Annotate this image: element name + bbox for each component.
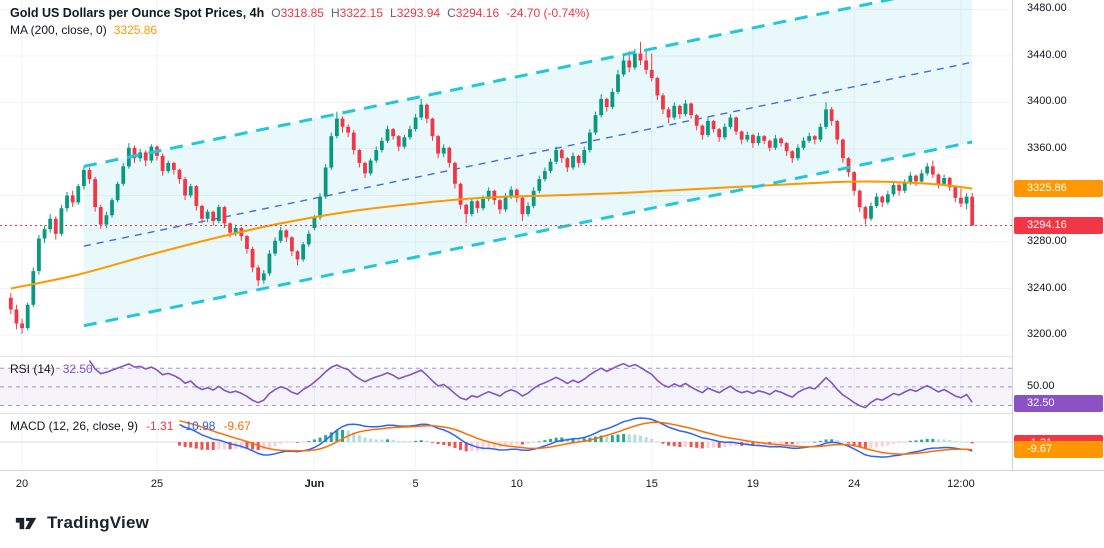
time-axis-label: 5 bbox=[412, 478, 419, 490]
price-axis-label: 3440.00 bbox=[1027, 48, 1067, 61]
time-axis-label: 20 bbox=[15, 478, 29, 490]
rsi-pane[interactable]: RSI (14) 32.50 bbox=[0, 357, 1012, 413]
ohlc-open: O3318.85 bbox=[271, 6, 324, 20]
price-axis-label: 3200.00 bbox=[1027, 328, 1067, 341]
time-axis-label: 10 bbox=[510, 478, 523, 490]
macd-signal-value: -9.67 bbox=[223, 419, 251, 433]
time-axis-label: 25 bbox=[150, 478, 164, 490]
time-axis-label: Jun bbox=[304, 478, 325, 490]
time-axis-label: 19 bbox=[746, 478, 760, 490]
price-axis-label: 3280.00 bbox=[1027, 234, 1067, 247]
ma-price-badge: 3325.86 bbox=[1014, 180, 1103, 198]
rsi-legend[interactable]: RSI (14) 32.50 bbox=[10, 362, 93, 376]
ma-legend-value: 3325.86 bbox=[113, 23, 158, 37]
ma-legend-label: MA (200, close, 0) bbox=[10, 23, 107, 37]
symbol-legend-row[interactable]: Gold US Dollars per Ounce Spot Prices, 4… bbox=[10, 6, 590, 20]
price-axis-label: 3480.00 bbox=[1027, 2, 1067, 15]
time-axis-label: 12:00 bbox=[947, 478, 975, 490]
tradingview-brand-text[interactable]: TradingView bbox=[47, 513, 150, 532]
time-axis[interactable]: 20 25 Jun 5 10 15 19 24 12:00 bbox=[0, 470, 1104, 499]
price-axis[interactable]: 3325.86 3294.16 50.00 32.50 -1.31 -9.67 … bbox=[1012, 0, 1104, 470]
macd-hist-value: -1.31 bbox=[146, 419, 174, 433]
rsi-chart-canvas[interactable] bbox=[0, 357, 1012, 413]
macd-legend-label: MACD (12, 26, close, 9) bbox=[10, 419, 139, 433]
ma-legend-row[interactable]: MA (200, close, 0) 3325.86 bbox=[10, 23, 590, 37]
tradingview-logo-icon[interactable] bbox=[14, 513, 40, 534]
macd-chart-canvas[interactable] bbox=[0, 414, 1012, 470]
ohlc-close: C3294.16 bbox=[447, 6, 500, 20]
main-price-pane[interactable]: Gold US Dollars per Ounce Spot Prices, 4… bbox=[0, 0, 1012, 356]
pane-separator[interactable] bbox=[0, 413, 1104, 414]
last-price-badge: 3294.16 bbox=[1014, 217, 1103, 234]
macd-pane[interactable]: MACD (12, 26, close, 9) -1.31 -10.98 -9.… bbox=[0, 414, 1012, 470]
rsi-legend-label: RSI (14) bbox=[10, 362, 55, 376]
time-axis-label: 15 bbox=[645, 478, 658, 490]
footer-bar: TradingView bbox=[0, 498, 1104, 548]
price-change: -24.70 (-0.74%) bbox=[506, 6, 590, 20]
symbol-title[interactable]: Gold US Dollars per Ounce Spot Prices, 4… bbox=[10, 6, 265, 20]
macd-legend[interactable]: MACD (12, 26, close, 9) -1.31 -10.98 -9.… bbox=[10, 419, 251, 433]
ohlc-low: L3293.94 bbox=[390, 6, 441, 20]
price-axis-label: 3360.00 bbox=[1027, 141, 1067, 154]
pane-separator[interactable] bbox=[0, 356, 1104, 357]
time-axis-label: 24 bbox=[848, 478, 861, 490]
rsi-legend-value: 32.50 bbox=[62, 362, 93, 376]
main-legend: Gold US Dollars per Ounce Spot Prices, 4… bbox=[10, 6, 590, 40]
macd-line-value: -10.98 bbox=[181, 419, 216, 433]
price-axis-label: 3400.00 bbox=[1027, 95, 1067, 108]
rsi-mid-level-label: 50.00 bbox=[1027, 379, 1055, 392]
price-chart-canvas[interactable] bbox=[0, 0, 1012, 356]
rsi-value-badge: 32.50 bbox=[1014, 394, 1103, 412]
price-axis-label: 3240.00 bbox=[1027, 281, 1067, 294]
macd-signal-badge: -9.67 bbox=[1014, 441, 1103, 459]
ohlc-high: H3322.15 bbox=[330, 6, 384, 20]
